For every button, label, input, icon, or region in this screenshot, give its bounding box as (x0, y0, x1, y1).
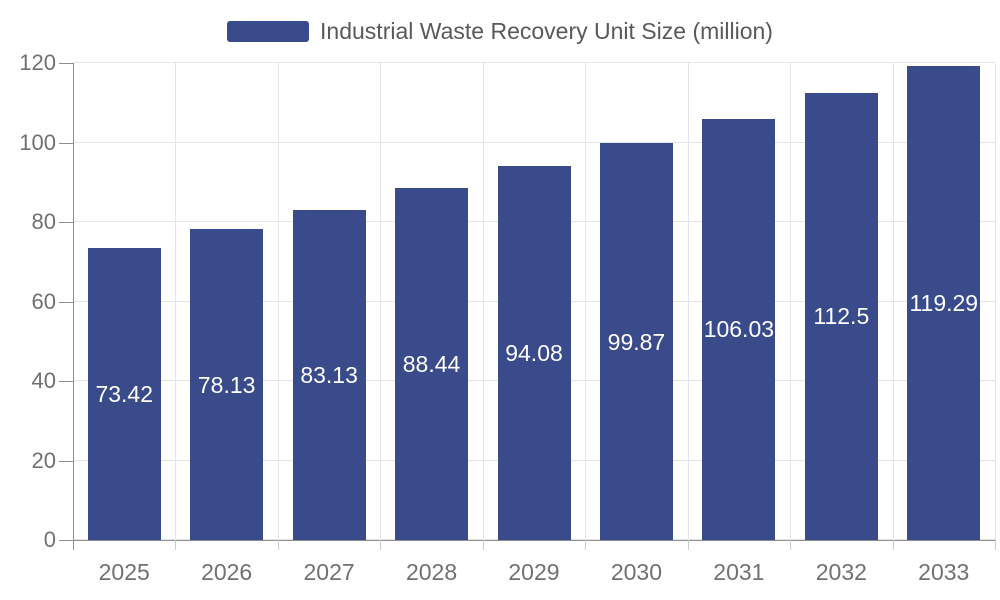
x-axis-tick (380, 540, 381, 550)
x-axis-category-label: 2026 (201, 559, 253, 585)
bar-2025[interactable]: 73.42 (87, 248, 161, 540)
x-axis-category-label: 2027 (303, 559, 355, 585)
bar-value-label: 94.08 (505, 340, 563, 367)
x-gridline (995, 63, 996, 540)
bar-value-label: 106.03 (703, 316, 775, 343)
x-axis-tick (175, 540, 176, 550)
x-axis-tick (585, 540, 586, 550)
bar-2026[interactable]: 78.13 (190, 229, 264, 540)
x-axis-tick (688, 540, 689, 550)
x-gridline (278, 63, 279, 540)
x-axis-category-label: 2028 (405, 559, 458, 585)
x-axis-line (73, 540, 995, 541)
x-axis-category-label: 2032 (815, 559, 867, 585)
bar-value-label: 73.42 (95, 381, 153, 408)
plot-area: 73.42 78.13 83.13 88.44 94.08 99.87 106.03 112.… (73, 62, 996, 540)
x-axis-tick (73, 540, 74, 550)
x-axis-tick (790, 540, 791, 550)
bar-2030[interactable]: 99.87 (599, 143, 673, 540)
x-axis-tick (995, 540, 996, 550)
legend[interactable]: Industrial Waste Recovery Unit Size (mil… (0, 16, 1000, 46)
x-axis-tick (483, 540, 484, 550)
y-axis-tick (59, 222, 73, 223)
x-gridline (893, 63, 894, 540)
y-axis-tick (59, 540, 73, 541)
bar-2027[interactable]: 83.13 (292, 209, 366, 540)
bar-2029[interactable]: 94.08 (497, 166, 571, 540)
x-axis-category-label: 2030 (610, 559, 663, 585)
bar-value-label: 83.13 (300, 361, 358, 388)
y-axis-tick-label: 100 (19, 129, 56, 155)
y-axis-tick (59, 381, 73, 382)
y-axis-tick (59, 142, 73, 144)
x-gridline (175, 63, 176, 540)
y-axis-tick-label: 60 (31, 288, 56, 314)
x-gridline (688, 63, 689, 540)
x-gridline (380, 63, 381, 540)
y-axis-tick (59, 460, 73, 462)
y-axis-tick-label: 40 (31, 368, 56, 393)
y-axis-tick-label: 120 (19, 50, 56, 75)
bar-value-label: 88.44 (402, 351, 461, 378)
x-axis-category-label: 2029 (508, 559, 560, 585)
y-axis-line (73, 63, 74, 550)
x-axis-tick (893, 540, 894, 550)
legend-swatch-icon (227, 20, 310, 42)
legend-label: Industrial Waste Recovery Unit Size (mil… (320, 18, 773, 44)
x-axis-tick (278, 540, 279, 550)
x-axis-category-label: 2031 (713, 559, 765, 585)
y-gridline (73, 62, 995, 63)
bar-2028[interactable]: 88.44 (395, 188, 469, 540)
bar-value-label: 119.29 (909, 289, 979, 316)
y-axis-tick-label: 80 (31, 209, 56, 234)
x-gridline (483, 63, 484, 540)
bar-2033[interactable]: 119.29 (907, 65, 981, 540)
bar-value-label: 78.13 (197, 371, 256, 398)
y-gridline (73, 141, 995, 143)
bar-value-label: 99.87 (607, 328, 666, 355)
x-gridline (585, 63, 586, 540)
x-axis-category-label: 2025 (98, 559, 150, 585)
y-axis-tick-label: 20 (31, 447, 56, 473)
x-gridline (790, 63, 791, 540)
bar-2031[interactable]: 106.03 (702, 118, 776, 540)
x-axis-category-label: 2033 (918, 559, 970, 585)
bar-value-label: 112.5 (813, 303, 870, 330)
bar-2032[interactable]: 112.5 (804, 92, 878, 540)
y-axis-tick (59, 63, 73, 64)
y-axis-tick (59, 301, 73, 303)
y-axis-tick-label: 0 (43, 527, 56, 552)
